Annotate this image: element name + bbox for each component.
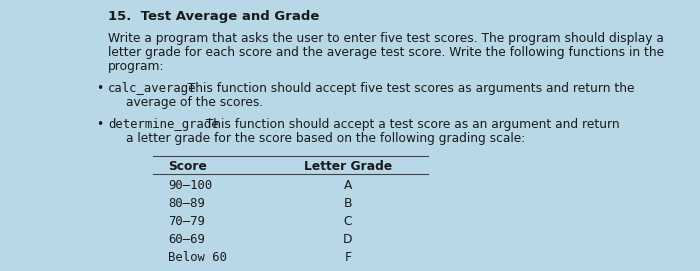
- Text: . This function should accept five test scores as arguments and return the: . This function should accept five test …: [180, 82, 634, 95]
- Text: program:: program:: [108, 60, 164, 73]
- Text: Below 60: Below 60: [168, 251, 227, 264]
- Text: 90–100: 90–100: [168, 179, 212, 192]
- Text: 80–89: 80–89: [168, 197, 205, 210]
- Text: A: A: [344, 179, 352, 192]
- Text: •: •: [96, 118, 104, 131]
- Text: Letter Grade: Letter Grade: [304, 160, 392, 173]
- Text: B: B: [344, 197, 352, 210]
- Text: 15.  Test Average and Grade: 15. Test Average and Grade: [108, 10, 319, 23]
- Text: F: F: [344, 251, 351, 264]
- Text: a letter grade for the score based on the following grading scale:: a letter grade for the score based on th…: [126, 132, 525, 145]
- Text: letter grade for each score and the average test score. Write the following func: letter grade for each score and the aver…: [108, 46, 664, 59]
- Text: determine_grade: determine_grade: [108, 118, 218, 131]
- Text: C: C: [344, 215, 352, 228]
- Text: average of the scores.: average of the scores.: [126, 96, 263, 109]
- Text: 70–79: 70–79: [168, 215, 205, 228]
- Text: Score: Score: [168, 160, 207, 173]
- Text: D: D: [343, 233, 353, 246]
- Text: calc_average: calc_average: [108, 82, 197, 95]
- Text: Write a program that asks the user to enter five test scores. The program should: Write a program that asks the user to en…: [108, 32, 664, 45]
- Text: •: •: [96, 82, 104, 95]
- Text: 60–69: 60–69: [168, 233, 205, 246]
- Text: . This function should accept a test score as an argument and return: . This function should accept a test sco…: [198, 118, 620, 131]
